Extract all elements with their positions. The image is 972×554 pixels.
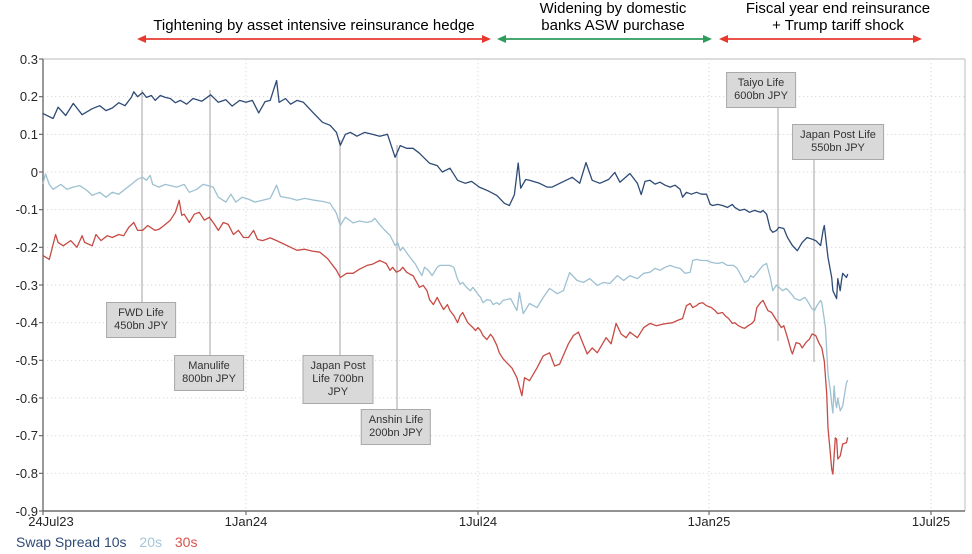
- y-tick-label: 0.1: [19, 126, 38, 142]
- y-tick-label: -0.6: [15, 390, 38, 406]
- event-label-box: Japan Post Life 700bn JPY: [302, 355, 374, 404]
- arrow-left-icon: [137, 35, 146, 43]
- y-tick-label: -0.7: [15, 428, 38, 444]
- series-10s: [42, 79, 849, 300]
- series-30s: [42, 199, 849, 475]
- x-tick-label: 1Jul25: [911, 514, 951, 529]
- event-label-text: Manulife: [188, 360, 230, 372]
- y-tick-label: -0.1: [15, 202, 38, 218]
- y-tick-label: -0.8: [15, 465, 38, 481]
- event-label-text: 600bn JPY: [734, 90, 788, 102]
- x-tick-label: 1Jan25: [687, 514, 731, 529]
- arrow-left-icon: [719, 35, 728, 43]
- event-label-text: Taiyo Life: [737, 77, 785, 89]
- event-label-text: Japan Post: [310, 360, 366, 372]
- y-tick-label: -0.9: [15, 503, 38, 519]
- x-tick-label: 24Jul23: [28, 514, 74, 529]
- y-tick-label: 0: [30, 164, 38, 180]
- arrow-right-icon: [482, 35, 491, 43]
- legend-item-20s: 20s: [139, 534, 162, 550]
- legend-item-10s: Swap Spread 10s: [16, 534, 127, 550]
- y-tick-label: -0.4: [15, 315, 38, 331]
- event-label-text: 550bn JPY: [811, 142, 865, 154]
- x-tick-label: 1Jul24: [458, 514, 498, 529]
- y-tick-label: -0.5: [15, 352, 38, 368]
- event-label-text: 450bn JPY: [114, 320, 168, 332]
- event-label-box: Japan Post Life 550bn JPY: [792, 124, 884, 160]
- event-label-text: JPY: [327, 386, 349, 398]
- legend-item-30s: 30s: [174, 534, 198, 550]
- event-label-box: Manulife 800bn JPY: [174, 355, 244, 391]
- event-label-text: 800bn JPY: [182, 373, 236, 385]
- y-tick-label: -0.2: [15, 239, 38, 255]
- event-label-box: FWD Life 450bn JPY: [106, 302, 176, 338]
- x-tick-label: 1Jan24: [224, 514, 268, 529]
- event-label-text: Japan Post Life: [800, 129, 876, 141]
- event-label-text: 200bn JPY: [369, 427, 423, 439]
- event-label-text: Life 700bn: [312, 373, 364, 385]
- series-20s: [42, 173, 849, 414]
- arrow-right-icon: [913, 35, 922, 43]
- event-label-text: FWD Life: [118, 307, 164, 319]
- y-tick-label: 0.3: [19, 51, 38, 67]
- event-label-text: Anshin Life: [368, 414, 424, 426]
- y-tick-label: -0.3: [15, 277, 38, 293]
- event-label-box: Anshin Life 200bn JPY: [360, 409, 432, 445]
- event-label-box: Taiyo Life 600bn JPY: [726, 72, 796, 108]
- arrow-right-icon: [703, 35, 712, 43]
- arrow-left-icon: [497, 35, 506, 43]
- legend: Swap Spread 10s 20s 30s: [16, 534, 206, 550]
- y-tick-label: 0.2: [19, 89, 38, 105]
